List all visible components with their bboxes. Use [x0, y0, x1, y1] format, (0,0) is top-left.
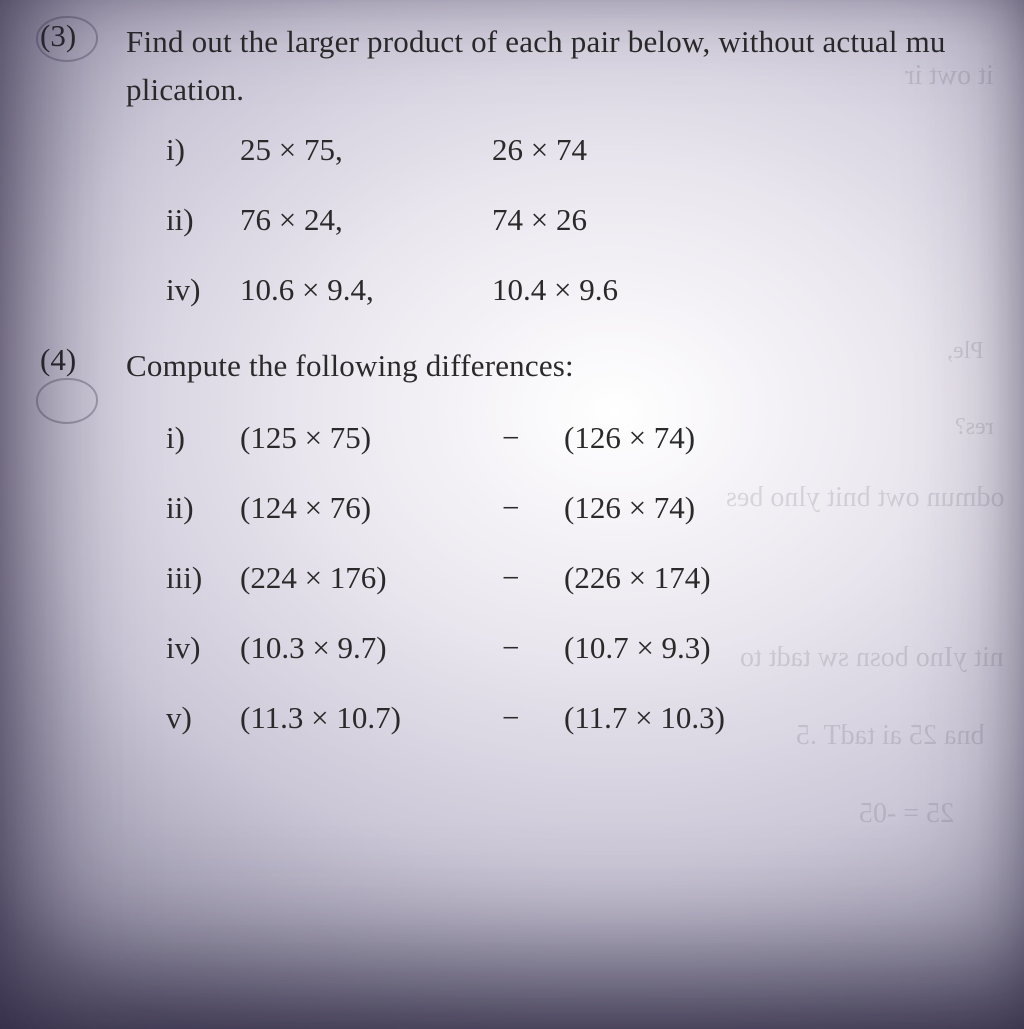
q4-item-2-label: ii)	[166, 490, 240, 526]
q4-item-3: iii) (224 × 176) − (226 × 174)	[166, 560, 1024, 596]
q4-item-4-a: (10.3 × 9.7)	[240, 630, 502, 666]
minus-icon: −	[502, 700, 564, 736]
q4-item-5-a: (11.3 × 10.7)	[240, 700, 502, 736]
q3-item-2-label: ii)	[166, 202, 240, 238]
q4-item-5-b: (11.7 × 10.3)	[564, 700, 725, 736]
q3-item-2-a: 76 × 24,	[240, 202, 492, 238]
q3-item-3: iv) 10.6 × 9.4, 10.4 × 9.6	[166, 272, 1024, 308]
minus-icon: −	[502, 490, 564, 526]
q3-number: (3)	[40, 18, 126, 54]
minus-icon: −	[502, 560, 564, 596]
q4-item-2-b: (126 × 74)	[564, 490, 695, 526]
q3-item-3-label: iv)	[166, 272, 240, 308]
q4-item-1-a: (125 × 75)	[240, 420, 502, 456]
q3-item-1-b: 26 × 74	[492, 132, 587, 168]
minus-icon: −	[502, 630, 564, 666]
question-4: (4) Compute the following differences:	[40, 342, 1024, 390]
ghost-text: 25 = -05	[859, 798, 954, 830]
q4-item-4-label: iv)	[166, 630, 240, 666]
question-3: (3) Find out the larger product of each …	[40, 18, 1024, 114]
q3-item-2: ii) 76 × 24, 74 × 26	[166, 202, 1024, 238]
q4-text: Compute the following differences:	[126, 342, 582, 390]
q4-number: (4)	[40, 342, 126, 378]
page-scan: (3) Find out the larger product of each …	[0, 0, 1024, 1029]
q4-sublist: i) (125 × 75) − (126 × 74) ii) (124 × 76…	[166, 420, 1024, 736]
q4-item-4-b: (10.7 × 9.3)	[564, 630, 711, 666]
q3-sublist: i) 25 × 75, 26 × 74 ii) 76 × 24, 74 × 26…	[166, 132, 1024, 308]
q3-item-2-b: 74 × 26	[492, 202, 587, 238]
q3-item-3-b: 10.4 × 9.6	[492, 272, 618, 308]
q4-item-2: ii) (124 × 76) − (126 × 74)	[166, 490, 1024, 526]
q3-text: Find out the larger product of each pair…	[126, 18, 1024, 114]
q3-item-1: i) 25 × 75, 26 × 74	[166, 132, 1024, 168]
q3-item-1-a: 25 × 75,	[240, 132, 492, 168]
q4-item-3-b: (226 × 174)	[564, 560, 711, 596]
q3-item-1-label: i)	[166, 132, 240, 168]
q4-item-3-label: iii)	[166, 560, 240, 596]
q4-item-2-a: (124 × 76)	[240, 490, 502, 526]
q4-item-3-a: (224 × 176)	[240, 560, 502, 596]
q4-item-1-b: (126 × 74)	[564, 420, 695, 456]
q3-item-3-a: 10.6 × 9.4,	[240, 272, 492, 308]
q4-item-1-label: i)	[166, 420, 240, 456]
q4-item-5: v) (11.3 × 10.7) − (11.7 × 10.3)	[166, 700, 1024, 736]
q4-item-1: i) (125 × 75) − (126 × 74)	[166, 420, 1024, 456]
minus-icon: −	[502, 420, 564, 456]
q4-item-5-label: v)	[166, 700, 240, 736]
q4-item-4: iv) (10.3 × 9.7) − (10.7 × 9.3)	[166, 630, 1024, 666]
